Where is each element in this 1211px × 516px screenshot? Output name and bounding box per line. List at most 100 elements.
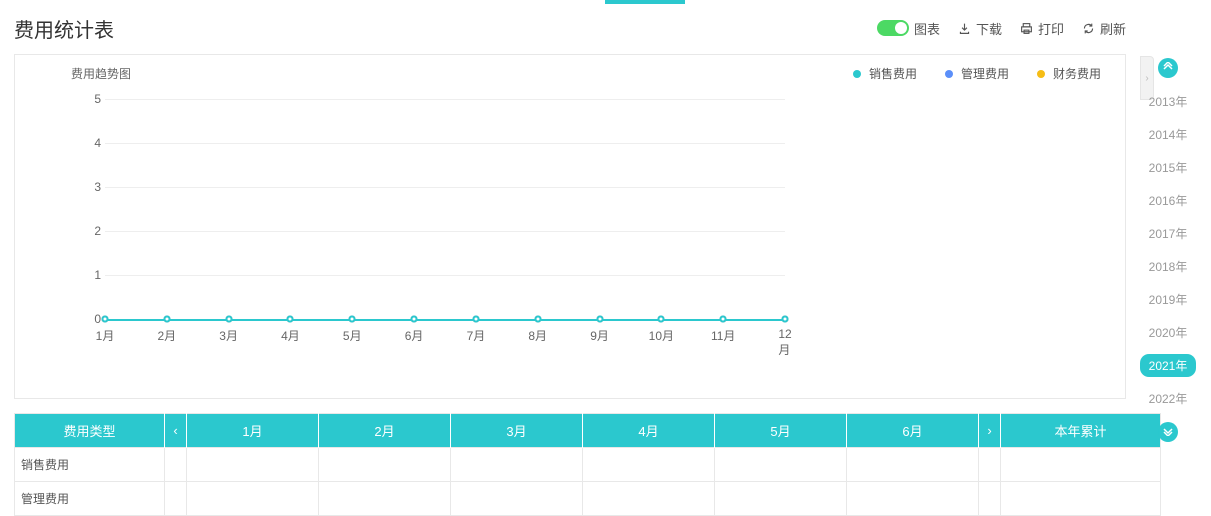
th-type: 费用类型 — [15, 414, 165, 448]
chart-x-tick-label: 7月 — [467, 327, 486, 344]
chart-gridline — [105, 99, 785, 100]
year-button[interactable]: 2022年 — [1140, 387, 1196, 410]
chart-title: 费用趋势图 — [71, 65, 131, 82]
table-header-row: 费用类型 ‹ 1月2月3月4月5月6月› 本年累计 — [15, 414, 1161, 448]
year-button[interactable]: 2016年 — [1140, 189, 1196, 212]
row-value-cell — [847, 482, 979, 516]
chart-toggle-label: 图表 — [914, 19, 940, 38]
chart-series-marker — [163, 316, 170, 323]
chart-x-tick-label: 5月 — [343, 327, 362, 344]
year-button[interactable]: 2015年 — [1140, 156, 1196, 179]
chart-x-tick-label: 3月 — [219, 327, 238, 344]
year-button[interactable]: 2019年 — [1140, 288, 1196, 311]
chart-x-tick-label: 12月 — [778, 327, 791, 358]
th-month: 3月 — [451, 414, 583, 448]
download-icon — [958, 22, 971, 35]
year-button[interactable]: 2020年 — [1140, 321, 1196, 344]
legend-label: 财务费用 — [1053, 65, 1101, 82]
year-list: 2013年 2014年 2015年 2016年 2017年 2018年 2019年 2020年… — [1140, 90, 1196, 410]
chevron-left-icon: ‹ — [173, 423, 177, 438]
legend-label: 管理费用 — [961, 65, 1009, 82]
chart-x-tick-label: 2月 — [157, 327, 176, 344]
row-value-cell — [715, 448, 847, 482]
chart-x-tick-label: 8月 — [528, 327, 547, 344]
th-total: 本年累计 — [1001, 414, 1161, 448]
refresh-icon — [1082, 22, 1095, 35]
row-value-cell — [583, 448, 715, 482]
chevron-down-icon — [1163, 425, 1173, 439]
th-next-months[interactable]: › — [979, 414, 1001, 448]
row-value-cell — [319, 482, 451, 516]
chart-y-tick-label: 1 — [89, 268, 101, 282]
chart-plot-area: 0123451月2月3月4月5月6月7月8月9月10月11月12月 — [105, 99, 785, 359]
download-label: 下载 — [976, 19, 1002, 38]
chart-x-tick-label: 4月 — [281, 327, 300, 344]
chart-y-tick-label: 4 — [89, 136, 101, 150]
legend-dot-icon — [1037, 70, 1045, 78]
chart-gridline — [105, 143, 785, 144]
chart-x-tick-label: 10月 — [649, 327, 674, 344]
chevron-up-icon — [1163, 61, 1173, 75]
row-value-cell — [847, 448, 979, 482]
chart-panel: 费用趋势图 销售费用管理费用财务费用 0123451月2月3月4月5月6月7月8… — [14, 54, 1126, 399]
chart-series-marker — [349, 316, 356, 323]
top-tab-accent — [605, 0, 685, 4]
row-type-cell: 管理费用 — [15, 482, 165, 516]
year-button[interactable]: 2018年 — [1140, 255, 1196, 278]
chart-series-marker — [411, 316, 418, 323]
th-prev-months[interactable]: ‹ — [165, 414, 187, 448]
year-button[interactable]: 2013年 — [1140, 90, 1196, 113]
download-button[interactable]: 下载 — [958, 19, 1002, 38]
chart-series-line — [105, 319, 785, 321]
chart-gridline — [105, 231, 785, 232]
chart-gridline — [105, 275, 785, 276]
chart-series-marker — [287, 316, 294, 323]
th-month: 5月 — [715, 414, 847, 448]
refresh-label: 刷新 — [1100, 19, 1126, 38]
chart-y-tick-label: 2 — [89, 224, 101, 238]
legend-item[interactable]: 管理费用 — [945, 65, 1009, 82]
chart-legend: 销售费用 管理费用 财务费用 — [853, 65, 1101, 82]
chart-series-marker — [534, 316, 541, 323]
row-value-cell — [715, 482, 847, 516]
print-label: 打印 — [1038, 19, 1064, 38]
row-total-cell — [1001, 448, 1161, 482]
chart-series-marker — [102, 316, 109, 323]
row-value-cell — [451, 482, 583, 516]
expense-table: 费用类型 ‹ 1月2月3月4月5月6月› 本年累计 销售费用管理费用 — [14, 413, 1161, 516]
row-spacer-cell — [165, 482, 187, 516]
row-total-cell — [1001, 482, 1161, 516]
table-body: 销售费用管理费用 — [15, 448, 1161, 516]
year-button[interactable]: 2014年 — [1140, 123, 1196, 146]
chevron-right-icon: › — [987, 423, 991, 438]
chart-y-tick-label: 0 — [89, 312, 101, 326]
chart-toggle[interactable]: 图表 — [877, 19, 940, 38]
chart-x-tick-label: 11月 — [711, 327, 735, 344]
year-scroll-down[interactable] — [1158, 422, 1178, 442]
row-value-cell — [451, 448, 583, 482]
toggle-switch-icon — [877, 20, 909, 36]
chart-series-marker — [720, 316, 727, 323]
year-button[interactable]: 2017年 — [1140, 222, 1196, 245]
th-month: 6月 — [847, 414, 979, 448]
row-value-cell — [187, 448, 319, 482]
th-month: 1月 — [187, 414, 319, 448]
page-header: 费用统计表 图表 下载 打印 — [14, 8, 1126, 48]
legend-item[interactable]: 销售费用 — [853, 65, 917, 82]
legend-label: 销售费用 — [869, 65, 917, 82]
chart-gridline — [105, 187, 785, 188]
chart-series-marker — [472, 316, 479, 323]
legend-item[interactable]: 财务费用 — [1037, 65, 1101, 82]
refresh-button[interactable]: 刷新 — [1082, 19, 1126, 38]
chart-series-marker — [782, 316, 789, 323]
year-scroll-up[interactable] — [1158, 58, 1178, 78]
row-spacer-cell — [979, 448, 1001, 482]
chart-x-tick-label: 1月 — [96, 327, 115, 344]
page-title: 费用统计表 — [14, 14, 114, 43]
print-icon — [1020, 22, 1033, 35]
year-button[interactable]: 2021年 — [1140, 354, 1196, 377]
row-spacer-cell — [165, 448, 187, 482]
table-row: 销售费用 — [15, 448, 1161, 482]
print-button[interactable]: 打印 — [1020, 19, 1064, 38]
th-month: 4月 — [583, 414, 715, 448]
